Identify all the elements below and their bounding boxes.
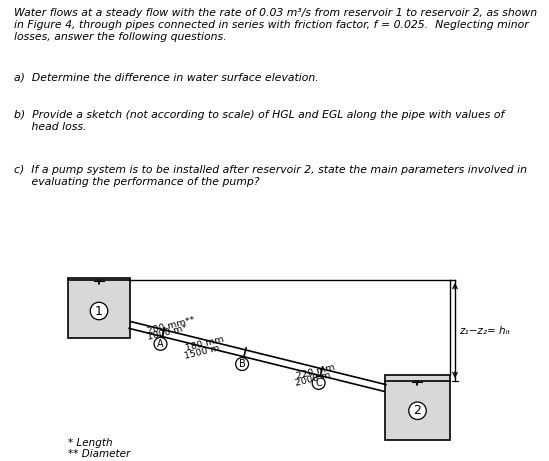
Text: head loss.: head loss. [14, 122, 87, 132]
Text: 200 mm**: 200 mm** [146, 315, 195, 336]
Text: 1500 m: 1500 m [183, 343, 221, 361]
Bar [385, 375, 450, 440]
Text: * Length: * Length [68, 438, 113, 448]
Text: z₁−z₂= hₗₜ: z₁−z₂= hₗₜ [459, 325, 511, 336]
Text: ** Diameter: ** Diameter [68, 449, 130, 459]
Text: 220 mm: 220 mm [295, 363, 335, 381]
Text: a)  Determine the difference in water surface elevation.: a) Determine the difference in water sur… [14, 72, 319, 82]
Bar [68, 278, 130, 338]
Text: losses, answer the following questions.: losses, answer the following questions. [14, 32, 227, 42]
Text: c)  If a pump system is to be installed after reservoir 2, state the main parame: c) If a pump system is to be installed a… [14, 165, 527, 175]
Text: A: A [157, 339, 164, 349]
Text: in Figure 4, through pipes connected in series with friction factor, f = 0.025. : in Figure 4, through pipes connected in … [14, 20, 529, 30]
Text: Water flows at a steady flow with the rate of 0.03 m³/s from reservoir 1 to rese: Water flows at a steady flow with the ra… [14, 8, 537, 18]
Text: 1000 m*: 1000 m* [147, 324, 188, 342]
Text: 180 mm: 180 mm [184, 335, 225, 354]
Text: 1: 1 [95, 305, 103, 318]
Text: 2: 2 [413, 404, 422, 417]
Text: C: C [315, 378, 322, 388]
Text: b)  Provide a sketch (not according to scale) of HGL and EGL along the pipe with: b) Provide a sketch (not according to sc… [14, 110, 505, 120]
Text: evaluating the performance of the pump?: evaluating the performance of the pump? [14, 177, 260, 187]
Text: 2000 m: 2000 m [294, 371, 332, 388]
Text: B: B [239, 359, 245, 369]
